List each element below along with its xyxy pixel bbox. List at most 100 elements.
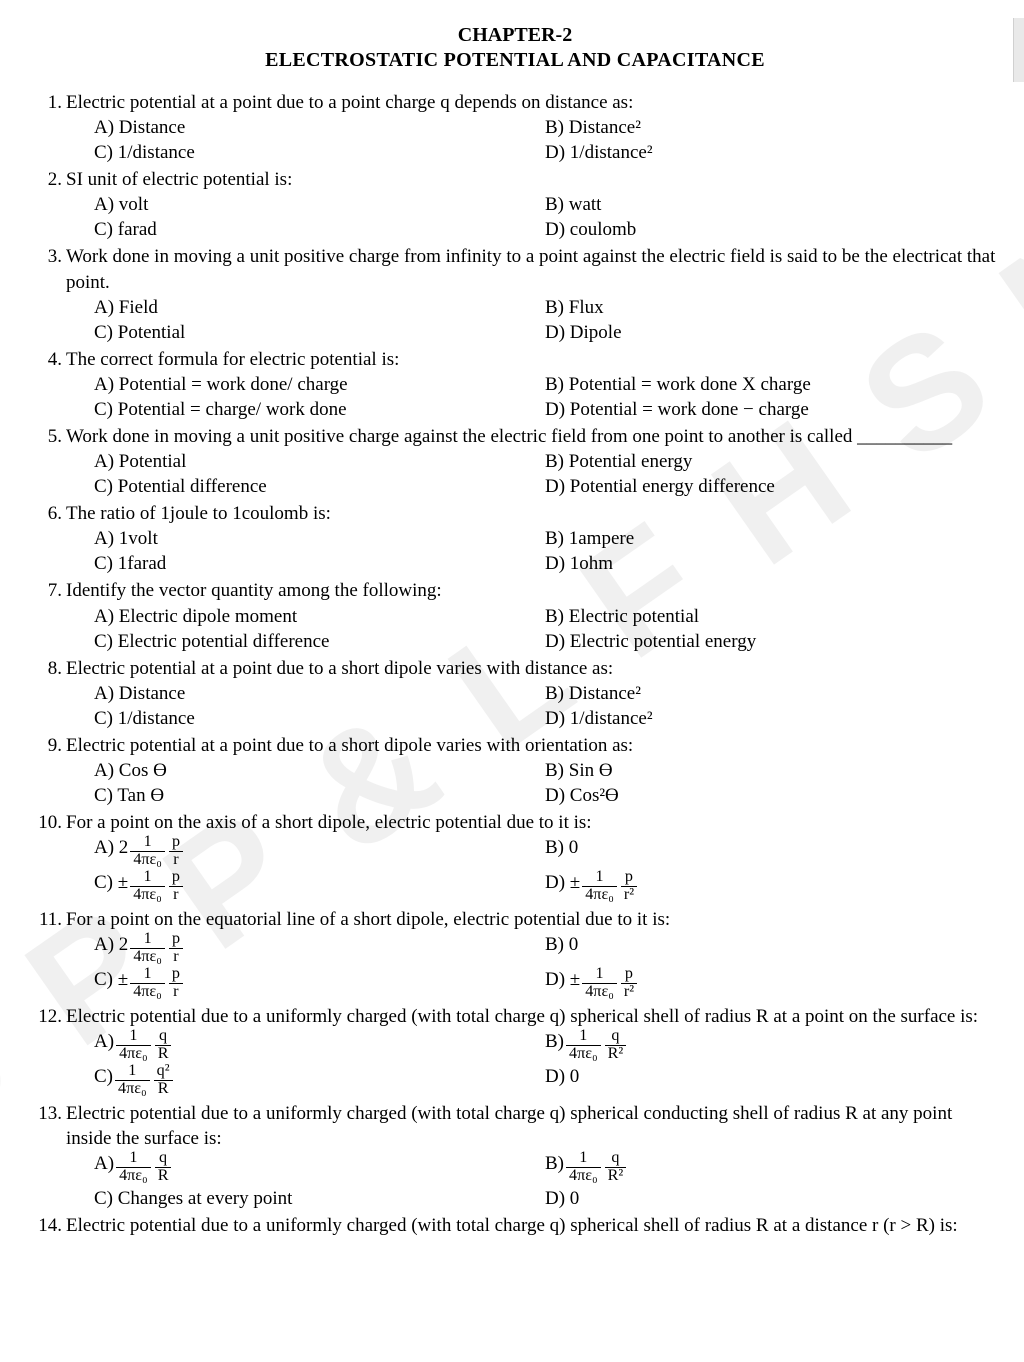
- option: A) 14πε₀qR: [94, 1151, 545, 1186]
- option: C) 1farad: [94, 551, 545, 576]
- question: 13.Electric potential due to a uniformly…: [34, 1101, 996, 1211]
- question: 5.Work done in moving a unit positive ch…: [34, 424, 996, 499]
- option: A) volt: [94, 192, 545, 217]
- option: A) Distance: [94, 115, 545, 140]
- question-stem: 6.The ratio of 1joule to 1coulomb is:: [34, 501, 996, 526]
- question-number: 11.: [34, 907, 62, 932]
- option-row: C) Electric potential differenceD) Elect…: [94, 629, 996, 654]
- option-row: A) DistanceB) Distance²: [94, 681, 996, 706]
- question-text: Electric potential at a point due to a p…: [66, 90, 996, 115]
- question-number: 4.: [34, 347, 62, 372]
- option: B) Distance²: [545, 115, 996, 140]
- option-row: A) DistanceB) Distance²: [94, 115, 996, 140]
- option-row: C) Potential differenceD) Potential ener…: [94, 474, 996, 499]
- option-row: A) Cos ϴB) Sin ϴ: [94, 758, 996, 783]
- question: 10.For a point on the axis of a short di…: [34, 810, 996, 905]
- option: B) Electric potential: [545, 604, 996, 629]
- question-number: 13.: [34, 1101, 62, 1126]
- option-row: A) 1voltB) 1ampere: [94, 526, 996, 551]
- option: C) Potential = charge/ work done: [94, 397, 545, 422]
- option-row: A) 214πε₀prB) 0: [94, 932, 996, 967]
- question-text: Electric potential at a point due to a s…: [66, 733, 996, 758]
- option-row: C) 14πε₀q²RD) 0: [94, 1064, 996, 1099]
- option: A) Potential: [94, 449, 545, 474]
- option: B) watt: [545, 192, 996, 217]
- chapter-label: CHAPTER-2: [34, 24, 996, 47]
- question-stem: 2.SI unit of electric potential is:: [34, 167, 996, 192]
- question-list: 1.Electric potential at a point due to a…: [34, 90, 996, 1238]
- option: C) Tan ϴ: [94, 783, 545, 808]
- question-text: Electric potential due to a uniformly ch…: [66, 1101, 996, 1151]
- chapter-title: ELECTROSTATIC POTENTIAL AND CAPACITANCE: [34, 49, 996, 72]
- option: C) farad: [94, 217, 545, 242]
- question: 8.Electric potential at a point due to a…: [34, 656, 996, 731]
- option: B) 1ampere: [545, 526, 996, 551]
- question: 4.The correct formula for electric poten…: [34, 347, 996, 422]
- option: C) ±14πε₀pr: [94, 967, 545, 1002]
- question-number: 2.: [34, 167, 62, 192]
- question-number: 1.: [34, 90, 62, 115]
- question-stem: 11.For a point on the equatorial line of…: [34, 907, 996, 932]
- option-group: A) 14πε₀qRB) 14πε₀qR²C) Changes at every…: [94, 1151, 996, 1211]
- question-stem: 8.Electric potential at a point due to a…: [34, 656, 996, 681]
- option: B) 14πε₀qR²: [545, 1029, 996, 1064]
- option: D) Dipole: [545, 320, 996, 345]
- question-stem: 9.Electric potential at a point due to a…: [34, 733, 996, 758]
- question-text: The ratio of 1joule to 1coulomb is:: [66, 501, 996, 526]
- option: C) 14πε₀q²R: [94, 1064, 545, 1099]
- question-text: For a point on the axis of a short dipol…: [66, 810, 996, 835]
- question-text: The correct formula for electric potenti…: [66, 347, 996, 372]
- question: 6.The ratio of 1joule to 1coulomb is:A) …: [34, 501, 996, 576]
- option: C) 1/distance: [94, 706, 545, 731]
- option-row: C) faradD) coulomb: [94, 217, 996, 242]
- question-stem: 12.Electric potential due to a uniformly…: [34, 1004, 996, 1029]
- question-stem: 10.For a point on the axis of a short di…: [34, 810, 996, 835]
- question: 12.Electric potential due to a uniformly…: [34, 1004, 996, 1099]
- question-number: 7.: [34, 578, 62, 603]
- option-group: A) DistanceB) Distance²C) 1/distanceD) 1…: [94, 115, 996, 165]
- option: D) ±14πε₀pr²: [545, 967, 996, 1002]
- option-row: C) ±14πε₀prD) ±14πε₀pr²: [94, 967, 996, 1002]
- question-stem: 1.Electric potential at a point due to a…: [34, 90, 996, 115]
- option: B) 14πε₀qR²: [545, 1151, 996, 1186]
- option-row: C) ±14πε₀prD) ±14πε₀pr²: [94, 870, 996, 905]
- option: A) Potential = work done/ charge: [94, 372, 545, 397]
- option-group: A) voltB) wattC) faradD) coulomb: [94, 192, 996, 242]
- option: C) Changes at every point: [94, 1186, 545, 1211]
- option-row: C) Tan ϴD) Cos²ϴ: [94, 783, 996, 808]
- question: 11.For a point on the equatorial line of…: [34, 907, 996, 1002]
- option: A) 214πε₀pr: [94, 835, 545, 870]
- option-row: A) voltB) watt: [94, 192, 996, 217]
- question-stem: 13.Electric potential due to a uniformly…: [34, 1101, 996, 1151]
- question: 7.Identify the vector quantity among the…: [34, 578, 996, 653]
- option-row: C) Changes at every pointD) 0: [94, 1186, 996, 1211]
- question-number: 9.: [34, 733, 62, 758]
- page: D P P & L F H S N CHAPTER-2 ELECTROSTATI…: [0, 0, 1024, 1362]
- question-stem: 3.Work done in moving a unit positive ch…: [34, 244, 996, 294]
- question-stem: 5.Work done in moving a unit positive ch…: [34, 424, 996, 449]
- question-text: Electric potential due to a uniformly ch…: [66, 1004, 996, 1029]
- question-stem: 7.Identify the vector quantity among the…: [34, 578, 996, 603]
- question-number: 8.: [34, 656, 62, 681]
- question-number: 10.: [34, 810, 62, 835]
- option-row: A) Electric dipole momentB) Electric pot…: [94, 604, 996, 629]
- option-row: A) Potential = work done/ chargeB) Poten…: [94, 372, 996, 397]
- option-group: A) 1voltB) 1ampereC) 1faradD) 1ohm: [94, 526, 996, 576]
- option: B) Sin ϴ: [545, 758, 996, 783]
- question: 9.Electric potential at a point due to a…: [34, 733, 996, 808]
- option: B) Flux: [545, 295, 996, 320]
- option-row: C) PotentialD) Dipole: [94, 320, 996, 345]
- question-number: 6.: [34, 501, 62, 526]
- option: D) 1/distance²: [545, 140, 996, 165]
- option-row: A) 14πε₀qRB) 14πε₀qR²: [94, 1151, 996, 1186]
- question-stem: 4.The correct formula for electric poten…: [34, 347, 996, 372]
- question: 1.Electric potential at a point due to a…: [34, 90, 996, 165]
- option: D) 1ohm: [545, 551, 996, 576]
- option: D) Potential = work done − charge: [545, 397, 996, 422]
- option-row: A) PotentialB) Potential energy: [94, 449, 996, 474]
- question-text: SI unit of electric potential is:: [66, 167, 996, 192]
- option: D) 0: [545, 1186, 996, 1211]
- option: A) 214πε₀pr: [94, 932, 545, 967]
- option: B) Potential energy: [545, 449, 996, 474]
- side-tab: [1013, 18, 1024, 82]
